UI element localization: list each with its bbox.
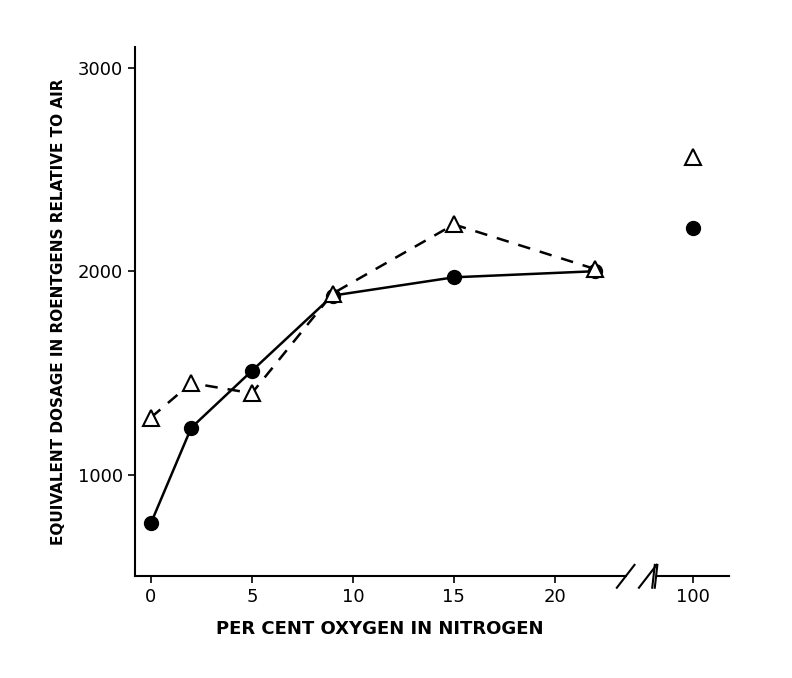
X-axis label: PER CENT OXYGEN IN NITROGEN: PER CENT OXYGEN IN NITROGEN (216, 620, 544, 638)
Y-axis label: EQUIVALENT DOSAGE IN ROENTGENS RELATIVE TO AIR: EQUIVALENT DOSAGE IN ROENTGENS RELATIVE … (51, 79, 67, 545)
